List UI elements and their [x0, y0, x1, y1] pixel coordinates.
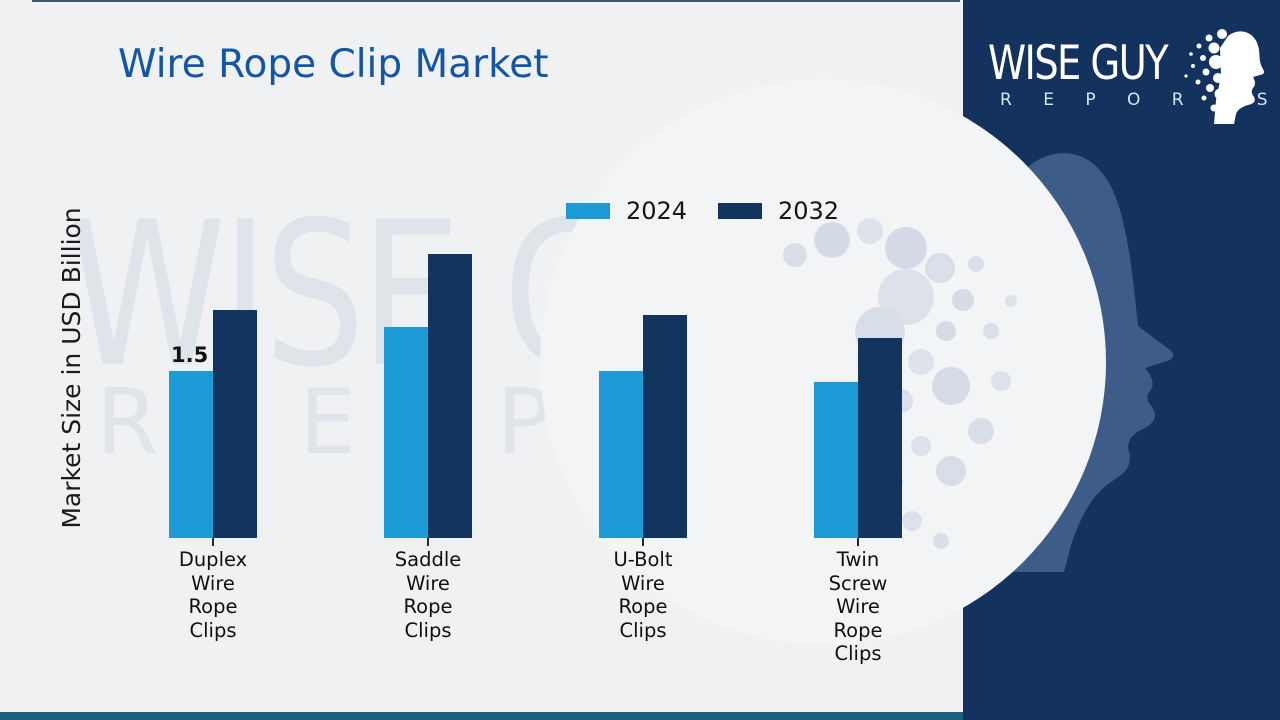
legend-swatch-2024: [566, 203, 610, 219]
category-label-3: U-Bolt Wire Rope Clips: [613, 548, 673, 642]
bar-2032-2: [428, 254, 472, 538]
x-axis-tick: [642, 538, 644, 546]
logo-wiseguy-text: WISE GUY: [988, 36, 1169, 91]
bar-value-label: 1.5: [171, 343, 209, 368]
x-axis-tick: [857, 538, 859, 546]
watermark-head-circle: [540, 79, 1106, 645]
page-title: Wire Rope Clip Market: [118, 42, 549, 87]
legend-label-2024: 2024: [626, 197, 688, 225]
bar-2032-3: [643, 315, 687, 538]
x-axis-tick: [212, 538, 214, 546]
category-label-1: Duplex Wire Rope Clips: [178, 548, 248, 642]
footer-strip: [0, 712, 963, 720]
category-label-2: Saddle Wire Rope Clips: [394, 548, 462, 642]
legend-label-2032: 2032: [778, 197, 840, 225]
x-axis-tick: [427, 538, 429, 546]
legend-item-2032: 2032: [718, 197, 839, 225]
bar-2024-1: [169, 371, 213, 538]
bar-2032-1: [213, 310, 257, 538]
bar-2024-3: [599, 371, 643, 538]
legend-item-2024: 2024: [566, 197, 687, 225]
category-label-4: Twin Screw Wire Rope Clips: [828, 548, 888, 665]
bar-2024-4: [814, 382, 858, 538]
logo-face-icon: [1184, 29, 1264, 124]
bar-2024-2: [384, 327, 428, 538]
legend-swatch-2032: [718, 203, 762, 219]
top-border-line: [32, 0, 960, 2]
logo-reports-text: R E P O R T S: [1000, 90, 1280, 110]
bar-2032-4: [858, 338, 902, 538]
